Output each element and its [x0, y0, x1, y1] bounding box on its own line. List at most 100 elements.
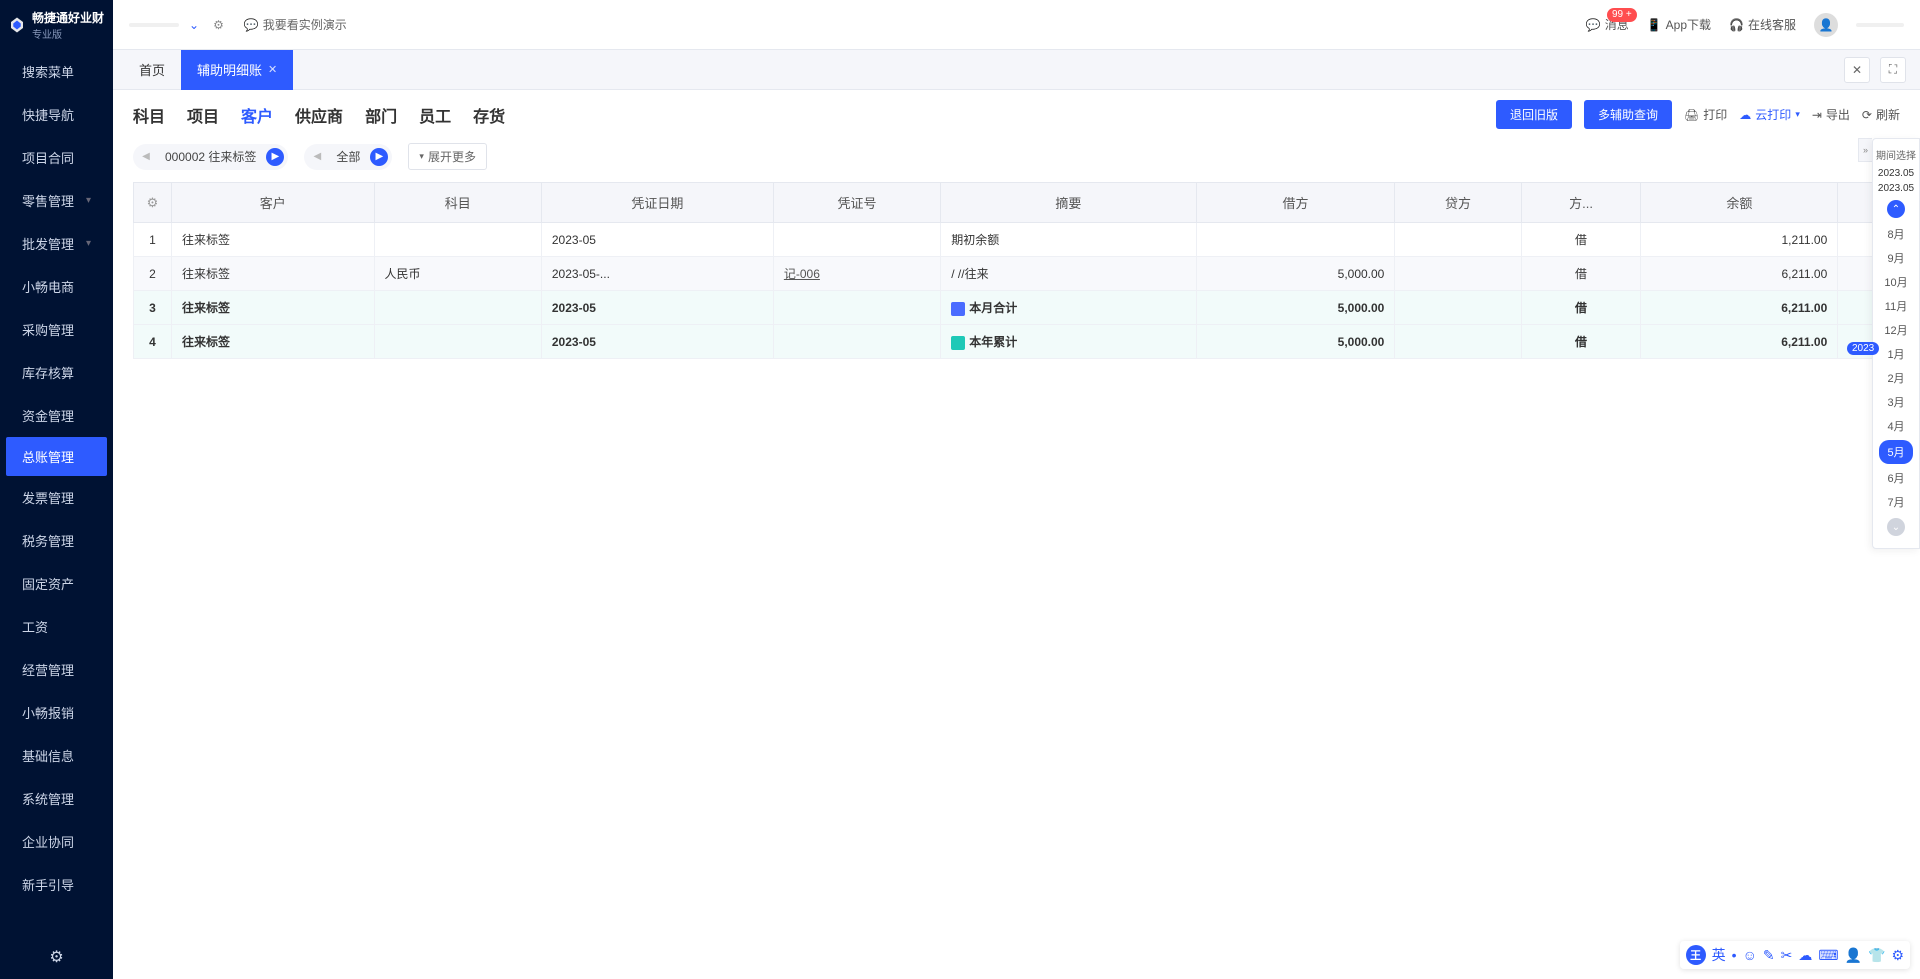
sidebar-item[interactable]: 资金管理 — [0, 394, 113, 437]
ime-person-icon[interactable]: 👤 — [1845, 947, 1862, 964]
next-icon[interactable]: ▶ — [266, 148, 284, 166]
expand-more-button[interactable]: ▾ 展开更多 — [408, 143, 487, 170]
tabbar: 首页 辅助明细账 ✕ ✕ ⛶ — [113, 50, 1920, 90]
sidebar-item[interactable]: 批发管理▾ — [0, 222, 113, 265]
sidebar-item[interactable]: 小畅报销 — [0, 691, 113, 734]
sidebar-item[interactable]: 经营管理 — [0, 648, 113, 691]
sidebar-item[interactable]: 搜索菜单 — [0, 50, 113, 93]
sidebar-item[interactable]: 项目合同 — [0, 136, 113, 179]
sidebar-item[interactable]: 企业协同 — [0, 820, 113, 863]
sidebar-item[interactable]: 库存核算 — [0, 351, 113, 394]
tab-ledger[interactable]: 辅助明细账 ✕ — [181, 50, 293, 90]
sidebar-item[interactable]: 基础信息 — [0, 734, 113, 777]
period-month[interactable]: 1月 — [1873, 342, 1919, 366]
tenant-name[interactable] — [129, 23, 179, 27]
period-from[interactable]: 2023.05 — [1873, 166, 1919, 181]
sidebar-item[interactable]: 总账管理 — [6, 437, 107, 476]
sidebar-item-label: 采购管理 — [22, 320, 74, 339]
settings-icon[interactable]: ⚙ — [49, 949, 63, 966]
tab-home[interactable]: 首页 — [123, 50, 181, 90]
sidebar-item[interactable]: 小畅电商 — [0, 265, 113, 308]
prev-icon[interactable]: ◀ — [308, 148, 326, 166]
prev-icon[interactable]: ◀ — [137, 148, 155, 166]
filter-tab[interactable]: 存货 — [473, 103, 505, 127]
sidebar-item[interactable]: 新手引导 — [0, 863, 113, 906]
messages[interactable]: 💬 消息 99 + — [1586, 16, 1629, 33]
demo-link[interactable]: 💬 我要看实例演示 — [244, 16, 347, 33]
scroll-down-icon[interactable]: ⌄ — [1887, 518, 1905, 536]
tabbar-fullscreen[interactable]: ⛶ — [1880, 57, 1906, 83]
sidebar-item[interactable]: 系统管理 — [0, 777, 113, 820]
ime-bar: 王 英 • ☺ ✎ ✂ ☁ ⌨ 👤 👕 ⚙ — [1680, 941, 1910, 969]
period-month[interactable]: 3月 — [1873, 390, 1919, 414]
avatar[interactable]: 👤 — [1814, 13, 1838, 37]
cloud-print-button[interactable]: ☁云打印▾ — [1739, 106, 1800, 123]
ime-dot-icon[interactable]: • — [1732, 947, 1737, 963]
period-month[interactable]: 5月 — [1879, 440, 1913, 464]
sidebar-item-label: 搜索菜单 — [22, 62, 74, 81]
sidebar-item[interactable]: 固定资产 — [0, 562, 113, 605]
selector-customer[interactable]: ◀ 000002 往来标签 ▶ — [133, 144, 288, 170]
ime-edit-icon[interactable]: ✎ — [1763, 947, 1775, 964]
tabbar-close-all[interactable]: ✕ — [1844, 57, 1870, 83]
multi-query-button[interactable]: 多辅助查询 — [1584, 100, 1672, 129]
sidebar-item[interactable]: 快捷导航 — [0, 93, 113, 136]
tenant-dropdown-icon[interactable]: ⌄ — [189, 18, 199, 32]
nav: 搜索菜单快捷导航项目合同零售管理▾批发管理▾ 小畅电商采购管理库存核算资金管理总账… — [0, 50, 113, 935]
cell-debit: 5,000.00 — [1196, 325, 1395, 359]
sidebar-item[interactable]: 工资 — [0, 605, 113, 648]
period-month[interactable]: 9月 — [1873, 246, 1919, 270]
ime-scissors-icon[interactable]: ✂ — [1781, 947, 1793, 964]
filter-tab[interactable]: 员工 — [419, 103, 451, 127]
filter-tab[interactable]: 项目 — [187, 103, 219, 127]
filter-tab[interactable]: 部门 — [365, 103, 397, 127]
selector-scope[interactable]: ◀ 全部 ▶ — [304, 144, 392, 170]
sidebar-item[interactable]: 零售管理▾ — [0, 179, 113, 222]
next-icon[interactable]: ▶ — [370, 148, 388, 166]
export-button[interactable]: ⇥导出 — [1812, 106, 1850, 123]
period-month[interactable]: 6月 — [1873, 466, 1919, 490]
refresh-button[interactable]: ⟳刷新 — [1862, 106, 1900, 123]
voucher-link[interactable]: 记-006 — [784, 267, 820, 281]
print-icon: 🖨 — [1684, 108, 1699, 122]
ime-lang[interactable]: 英 — [1712, 945, 1726, 965]
ime-logo-icon[interactable]: 王 — [1686, 945, 1706, 965]
ime-cloud-icon[interactable]: ☁ — [1798, 947, 1812, 964]
period-month[interactable]: 4月 — [1873, 414, 1919, 438]
period-month[interactable]: 8月 — [1873, 222, 1919, 246]
sidebar-item-label: 小畅电商 — [22, 277, 74, 296]
period-month[interactable]: 7月 — [1873, 490, 1919, 514]
header: ⌄ ⚙ 💬 我要看实例演示 💬 消息 99 + 📱 App下载 🎧 在线客服 👤 — [113, 0, 1920, 50]
period-month[interactable]: 11月 — [1873, 294, 1919, 318]
cell-subject — [374, 325, 541, 359]
username[interactable] — [1856, 23, 1904, 27]
scroll-up-icon[interactable]: ⌃ — [1887, 200, 1905, 218]
ime-smile-icon[interactable]: ☺ — [1743, 947, 1757, 963]
period-collapse-icon[interactable]: » — [1858, 138, 1872, 162]
online-service[interactable]: 🎧 在线客服 — [1729, 16, 1796, 33]
cell-direction: 借 — [1521, 325, 1641, 359]
filter-tab[interactable]: 科目 — [133, 103, 165, 127]
ime-gear-icon[interactable]: ⚙ — [1891, 947, 1904, 964]
ime-shirt-icon[interactable]: 👕 — [1868, 947, 1885, 964]
chevron-down-icon: ▾ — [86, 195, 91, 206]
period-to[interactable]: 2023.05 — [1873, 181, 1919, 196]
close-icon[interactable]: ✕ — [268, 63, 277, 76]
cell-index: 1 — [134, 223, 172, 257]
sidebar-item[interactable]: 采购管理 — [0, 308, 113, 351]
filter-tab[interactable]: 供应商 — [295, 103, 343, 127]
ime-keyboard-icon[interactable]: ⌨ — [1818, 947, 1838, 964]
sidebar-item[interactable]: 发票管理 — [0, 476, 113, 519]
period-month[interactable]: 2月 — [1873, 366, 1919, 390]
print-button[interactable]: 🖨打印 — [1684, 106, 1727, 123]
logo[interactable]: 畅捷通好业财 专业版 — [0, 0, 113, 50]
back-old-button[interactable]: 退回旧版 — [1496, 100, 1572, 129]
period-month[interactable]: 12月 — [1873, 318, 1919, 342]
filter-tab[interactable]: 客户 — [241, 103, 273, 127]
period-month[interactable]: 10月 — [1873, 270, 1919, 294]
app-download[interactable]: 📱 App下载 — [1647, 16, 1711, 33]
header-gear-icon[interactable]: ⚙ — [213, 18, 224, 32]
sidebar-item-label: 固定资产 — [22, 574, 74, 593]
sidebar-item[interactable]: 税务管理 — [0, 519, 113, 562]
gear-icon[interactable]: ⚙ — [147, 195, 159, 210]
